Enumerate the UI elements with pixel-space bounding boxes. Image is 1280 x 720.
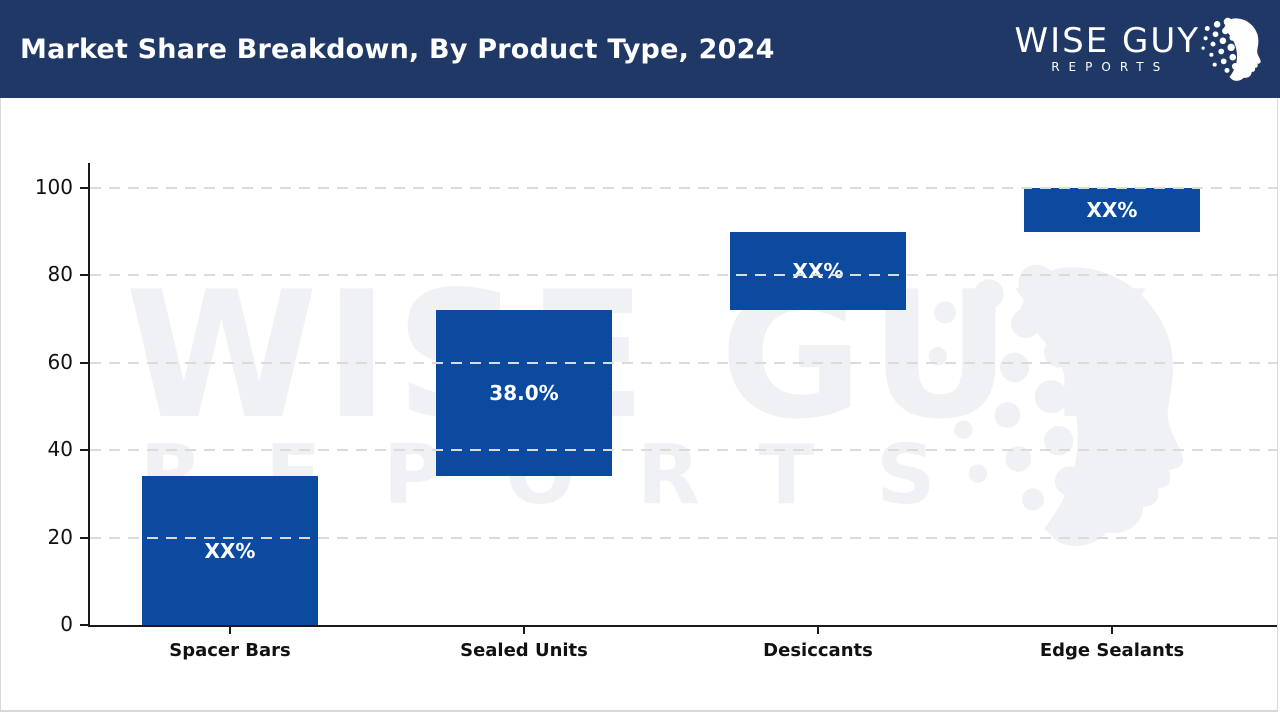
y-tick-label: 80 [47, 262, 73, 287]
x-category-label: Desiccants [763, 640, 873, 661]
header-bar: Market Share Breakdown, By Product Type,… [0, 0, 1280, 98]
y-tick-label: 0 [60, 612, 73, 636]
bar-value-label: XX% [792, 259, 844, 284]
bar-edge-sealants: XX% [1024, 188, 1200, 232]
x-category-label: Spacer Bars [169, 640, 291, 661]
bar-value-label: XX% [1086, 197, 1138, 222]
x-category-label: Sealed Units [460, 640, 588, 661]
logo-head-icon [1201, 17, 1261, 81]
bar-desiccants: XX% [730, 231, 906, 311]
x-tick-4 [1111, 627, 1113, 634]
gridline-y80 [90, 274, 1277, 277]
y-tick-80 [80, 274, 89, 277]
watermark-text-wiseguy: WISE GUY [125, 255, 1151, 458]
bar-value-label: XX% [204, 538, 256, 563]
logo-wordmark-line1: WISE GUY [1014, 20, 1200, 61]
logo-wordmark: WISE GUY REPORTS [1014, 20, 1200, 75]
bar-sealed-units: 38.0% [436, 310, 612, 477]
y-tick-label: 20 [47, 524, 73, 549]
gridline-y100 [90, 187, 1277, 189]
chart-panel-border [0, 98, 1278, 712]
x-axis-line [88, 625, 1277, 627]
chart-title: Market Share Breakdown, By Product Type,… [20, 33, 775, 65]
bar-spacer-bars: XX% [142, 476, 318, 625]
y-tick-60 [80, 361, 89, 364]
wise-guy-logo: WISE GUY REPORTS [1014, 11, 1264, 87]
y-tick-100 [80, 187, 89, 189]
x-tick-3 [817, 627, 819, 634]
y-tick-label: 40 [47, 437, 73, 462]
x-tick-1 [229, 627, 231, 634]
x-category-label: Edge Sealants [1039, 640, 1185, 661]
gridline-y40 [90, 449, 1277, 452]
y-tick-label: 100 [34, 175, 73, 199]
y-axis-line [88, 163, 90, 627]
y-tick-20 [80, 536, 89, 539]
x-tick-2 [523, 627, 525, 634]
y-tick-0 [80, 624, 89, 626]
logo-wordmark-line2: REPORTS [1051, 60, 1170, 75]
gridline-y60 [90, 361, 1277, 364]
bar-value-label: 38.0% [489, 381, 559, 406]
y-tick-40 [80, 449, 89, 452]
gridline-y20 [90, 536, 1277, 539]
y-tick-label: 60 [47, 349, 73, 374]
